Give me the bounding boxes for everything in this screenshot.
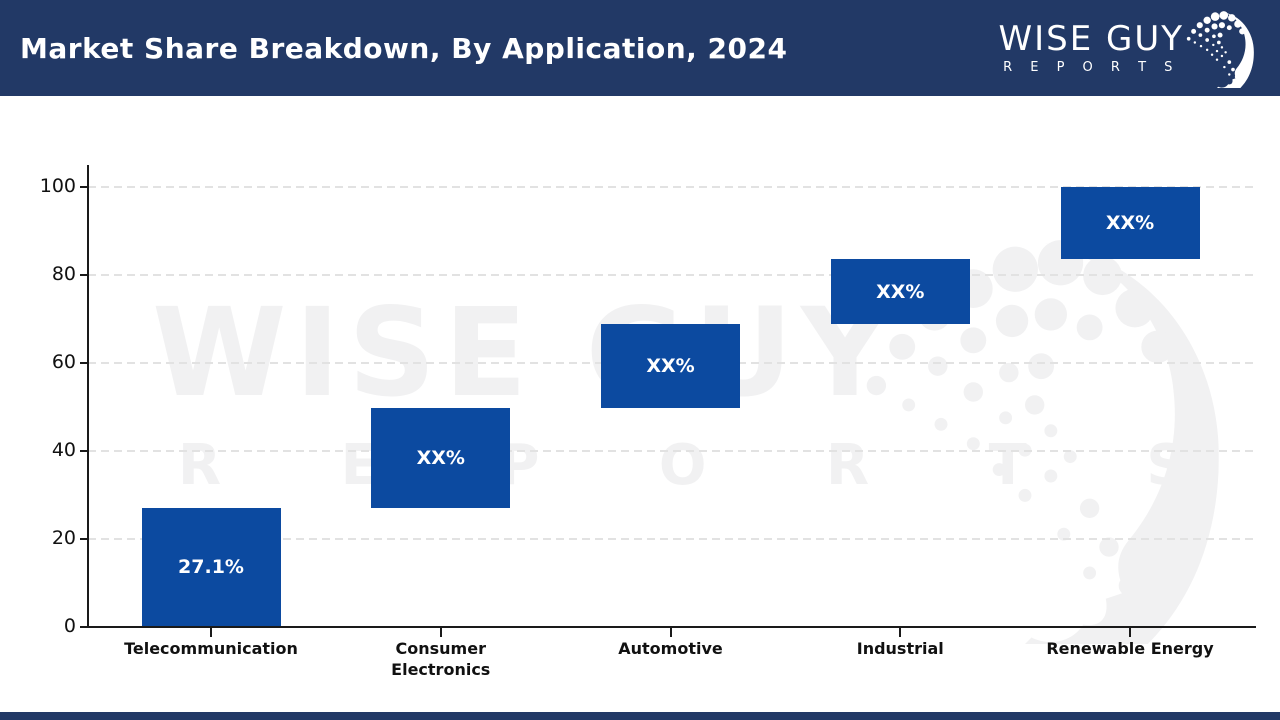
logo-head-icon: [1180, 8, 1254, 88]
y-tick-label: 80: [51, 263, 76, 285]
x-category-label: Renewable Energy: [1046, 639, 1214, 658]
bar-value-label: XX%: [876, 280, 925, 303]
y-tick-mark: [80, 538, 88, 540]
wise-guy-reports-logo: WISE GUY R E P O R T S: [998, 8, 1254, 88]
gridline-80: [88, 274, 1256, 276]
y-tick-mark: [80, 186, 88, 188]
x-tick-mark: [899, 628, 902, 637]
y-tick-label: 0: [63, 615, 76, 637]
bar-value-label: XX%: [646, 355, 695, 378]
bar-value-label: XX%: [1105, 212, 1155, 235]
x-tick-mark: [669, 628, 672, 637]
header: Market Share Breakdown, By Application, …: [0, 0, 1280, 96]
waterfall-chart: WISE GUY R E P O R T S 0 20 40 60 80 100 27.1%…: [0, 96, 1280, 712]
y-axis-spine: [87, 165, 89, 628]
gridline-100: [88, 186, 1256, 188]
y-tick-label: 20: [51, 527, 76, 549]
x-category-label: Industrial: [856, 639, 944, 658]
x-tick-mark: [1129, 628, 1131, 637]
bar-industrial: XX%: [830, 259, 970, 325]
x-tick-mark: [439, 628, 442, 637]
x-tick-mark: [210, 628, 212, 637]
bar-telecommunication: 27.1%: [141, 507, 281, 627]
bar-renewable-energy: XX%: [1060, 187, 1200, 260]
logo-wordmark: WISE GUY: [998, 19, 1184, 59]
y-tick-mark: [80, 362, 88, 364]
bar-consumer-electronics: XX%: [371, 407, 511, 508]
y-tick-mark: [80, 450, 88, 452]
x-category-label: Telecommunication: [124, 639, 298, 658]
gridline-40: [88, 450, 1256, 452]
bar-value-label: 27.1%: [178, 556, 244, 579]
y-tick-mark: [80, 626, 88, 628]
x-category-label: Consumer Electronics: [391, 639, 491, 679]
x-axis-spine: [87, 626, 1256, 628]
watermark-wordmark: WISE GUY: [152, 282, 898, 424]
footer-bar: [0, 712, 1280, 720]
chart-title: Market Share Breakdown, By Application, …: [20, 31, 788, 65]
logo-text: WISE GUY R E P O R T S: [998, 22, 1184, 74]
bar-value-label: XX%: [416, 446, 465, 469]
gridline-20: [88, 538, 1256, 540]
bar-automotive: XX%: [601, 324, 740, 408]
watermark-subtitle: R E P O R T S: [178, 433, 1237, 498]
y-tick-mark: [80, 274, 88, 276]
logo-subtitle: R E P O R T S: [1003, 60, 1180, 75]
y-tick-label: 60: [51, 351, 76, 373]
x-category-label: Automotive: [618, 639, 723, 658]
y-tick-label: 100: [39, 175, 76, 197]
y-tick-label: 40: [51, 439, 76, 461]
